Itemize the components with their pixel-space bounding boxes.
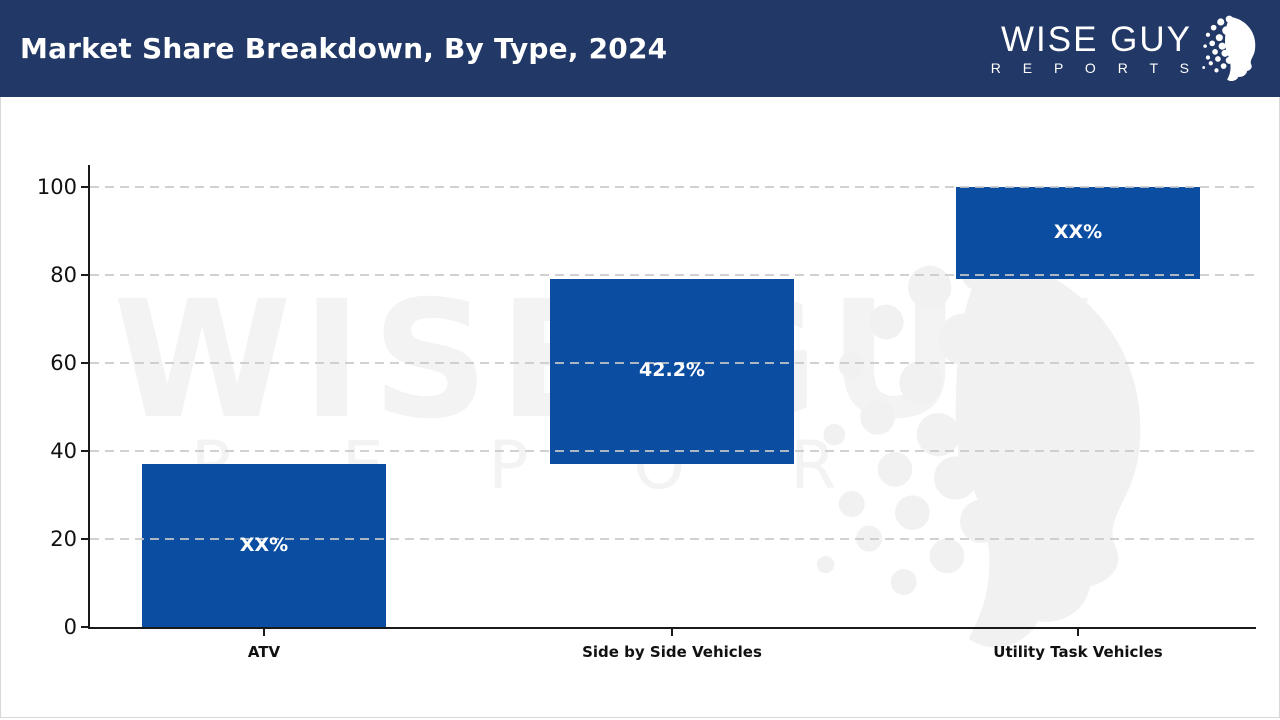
bar-utility-task-vehicles [956,187,1200,279]
gridline-60 [90,362,1256,364]
y-tick-0 [81,626,88,628]
x-tick [263,629,265,636]
logo-text: WISE GUY R E P O R T S [991,22,1192,75]
gridline-40 [90,450,1256,452]
logo-subtitle: R E P O R T S [990,60,1198,76]
bar-atv [142,464,386,627]
logo-face-icon [1202,15,1256,81]
y-tick-40 [81,450,88,452]
gridline-80 [90,274,1256,276]
page-title: Market Share Breakdown, By Type, 2024 [20,32,668,65]
x-category-label: Utility Task Vehicles [993,643,1163,661]
y-tick-label: 80 [50,263,77,287]
plot-area: WISE GUY R E P O R T S 0 20 40 60 80 100 XX% 42… [0,97,1280,718]
y-tick-label: 60 [50,351,77,375]
bar-side-by-side-vehicles [550,278,794,465]
x-axis [88,627,1256,629]
y-tick-label: 40 [50,439,77,463]
y-tick-20 [81,538,88,540]
x-tick [1077,629,1079,636]
y-tick-100 [81,186,88,188]
gridline-20 [90,538,1256,540]
wise-guy-reports-logo: WISE GUY R E P O R T S [991,13,1262,85]
y-axis [88,165,90,629]
x-category-label: Side by Side Vehicles [582,643,762,661]
y-tick-label: 100 [36,175,77,199]
y-tick-60 [81,362,88,364]
header-band: Market Share Breakdown, By Type, 2024 WI… [0,0,1280,97]
x-category-label: ATV [247,643,281,661]
y-tick-label: 20 [50,527,77,551]
bar-value-label: 42.2% [639,359,705,382]
gridline-100 [90,186,1256,188]
logo-wordmark: WISE GUY [1000,20,1192,59]
watermark-face-icon [817,248,1141,648]
bar-value-label: XX% [1053,220,1103,243]
bar-value-label: XX% [239,533,289,556]
x-tick [671,629,673,636]
y-tick-80 [81,274,88,276]
y-tick-label: 0 [63,615,77,639]
